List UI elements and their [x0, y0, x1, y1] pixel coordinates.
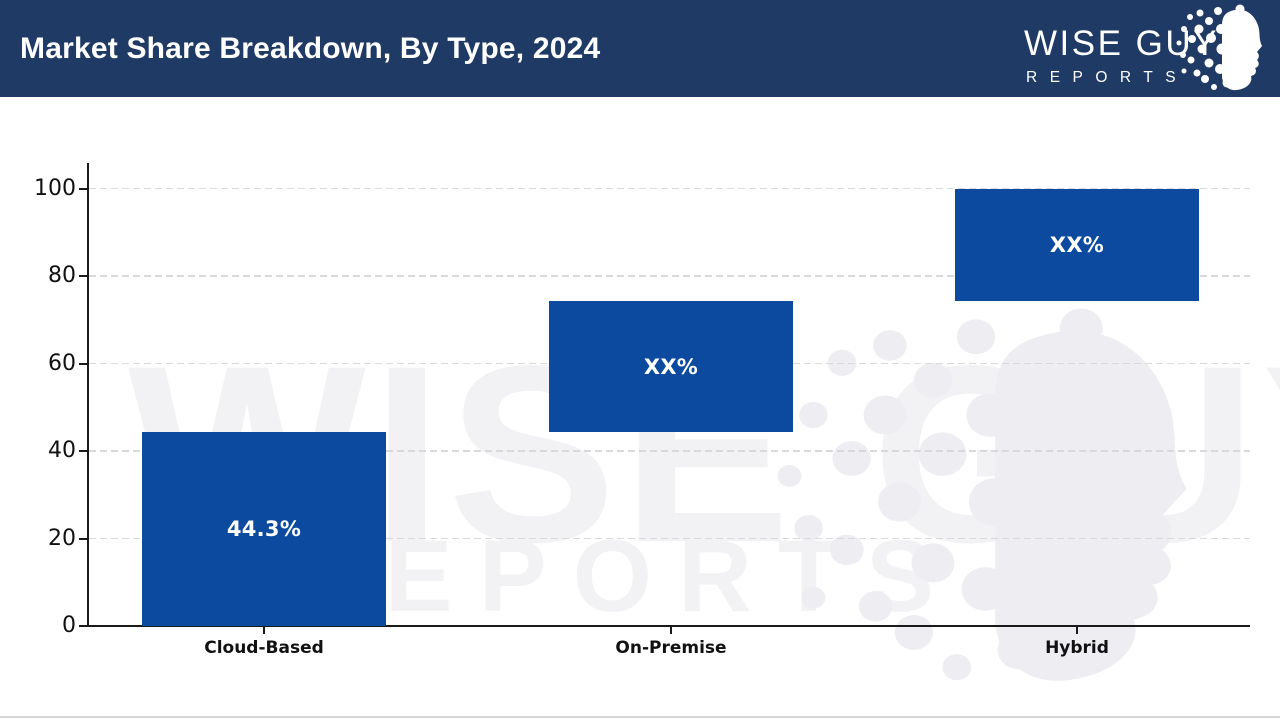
y-tick-mark	[79, 450, 87, 452]
x-axis-label: On-Premise	[615, 638, 727, 658]
bar-on-premise: XX%	[549, 300, 793, 433]
header-bar: Market Share Breakdown, By Type, 2024 WI…	[0, 0, 1280, 97]
x-tick-mark	[263, 627, 265, 634]
y-axis-line	[87, 163, 89, 627]
x-axis-label: Cloud-Based	[204, 638, 324, 658]
footer-line	[0, 716, 1280, 718]
x-tick-mark	[1076, 627, 1078, 634]
y-tick-label: 80	[48, 263, 76, 288]
watermark-reports-text: REPORTS	[285, 519, 961, 633]
y-tick-label: 100	[34, 175, 76, 201]
x-tick-mark	[670, 627, 672, 634]
y-tick-label: 40	[48, 438, 76, 463]
x-axis-line	[87, 625, 1250, 627]
watermark-head	[777, 308, 1187, 681]
bar-value-label: XX%	[643, 354, 699, 379]
watermark-face	[995, 330, 1187, 681]
y-tick-mark	[79, 187, 87, 190]
y-gridline	[89, 537, 1250, 540]
wise-guy-logo: WISE GUY REPORTS	[1024, 4, 1262, 90]
y-tick-mark	[79, 625, 87, 627]
bar-value-label: 44.3%	[226, 517, 302, 542]
y-tick-label: 60	[48, 350, 76, 376]
bar-cloud-based: 44.3%	[142, 432, 386, 626]
x-axis-label: Hybrid	[1045, 638, 1109, 658]
y-tick-label: 20	[48, 525, 76, 551]
logo-face	[1222, 9, 1262, 90]
y-gridline	[89, 187, 1250, 190]
y-gridline	[89, 275, 1250, 277]
y-tick-mark	[79, 537, 87, 540]
logo-reports-text: REPORTS	[1026, 69, 1188, 86]
bar-value-label: XX%	[1049, 232, 1105, 257]
y-tick-mark	[79, 275, 87, 277]
y-tick-label: 0	[62, 613, 76, 638]
y-tick-mark	[79, 362, 87, 365]
chart-title: Market Share Breakdown, By Type, 2024	[20, 31, 601, 65]
bar-hybrid: XX%	[955, 188, 1199, 301]
y-gridline	[89, 450, 1250, 452]
